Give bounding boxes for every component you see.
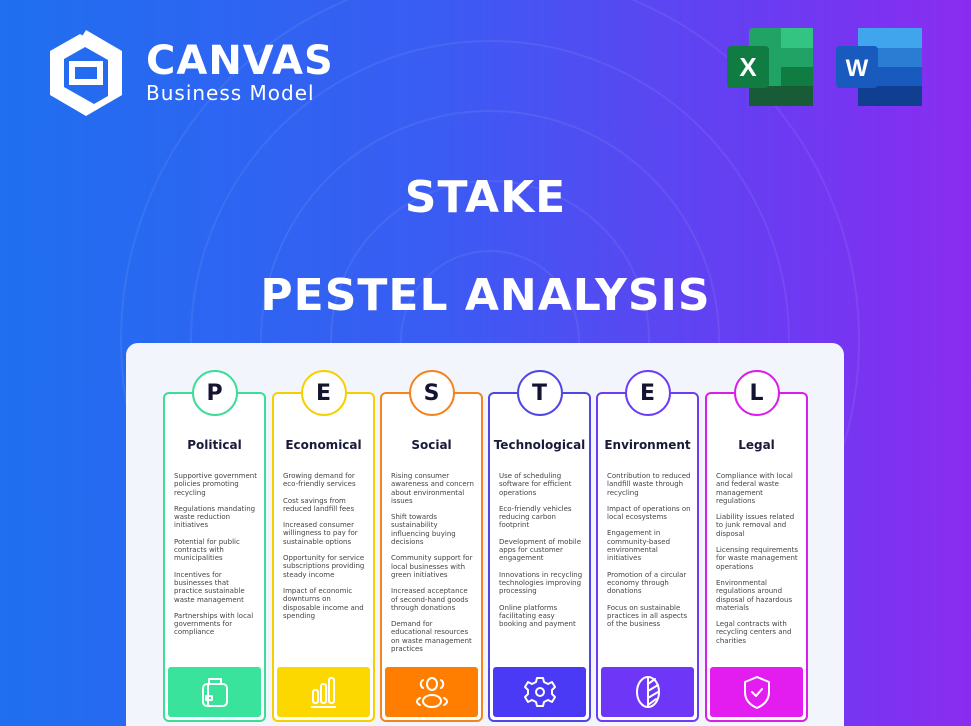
- shield-check-icon: [743, 676, 770, 709]
- briefcase-icon: [201, 678, 228, 707]
- item-list: Compliance with local and federal waste …: [716, 472, 800, 653]
- pestel-column-political: P Political Supportive government policies…: [163, 370, 266, 722]
- column-title: Social: [411, 438, 452, 452]
- list-item: Rising consumer awareness and concern ab…: [391, 472, 474, 505]
- pestel-column-economical: E Economical Growing demand for eco-friend…: [272, 370, 375, 722]
- list-item: Incentives for businesses that practice …: [174, 570, 245, 604]
- item-list: Supportive government policies promoting…: [174, 472, 258, 645]
- brand-name: CANVAS: [146, 38, 334, 84]
- icon-box: [385, 667, 478, 717]
- logo: CANVAS Business Model: [46, 28, 334, 118]
- letter-badge: E: [300, 370, 347, 416]
- list-item: Community support for local businesses w…: [391, 554, 473, 579]
- pestel-column-legal: L Legal Compliance with local and federal …: [705, 370, 808, 722]
- people-icon: [415, 677, 448, 708]
- logo-icon: [50, 30, 122, 116]
- list-item: Growing demand for eco-friendly services: [283, 472, 356, 489]
- letter-badge: T: [516, 370, 563, 416]
- list-item: Environmental regulations around disposa…: [716, 578, 793, 612]
- icon-box: [493, 667, 586, 717]
- list-item: Focus on sustainable practices in all as…: [607, 603, 688, 629]
- list-item: Increased acceptance of second-hand good…: [391, 587, 469, 612]
- gear-icon: [523, 677, 556, 707]
- list-item: Demand for educational resources on wast…: [391, 620, 472, 654]
- bar-chart-icon: [310, 677, 336, 708]
- list-item: Compliance with local and federal waste …: [716, 472, 793, 505]
- letter-badge: L: [733, 370, 780, 416]
- list-item: Partnerships with local governments for …: [174, 611, 254, 637]
- icon-box: [277, 667, 370, 717]
- pestel-column-technological: T Technological Use of scheduling software…: [488, 370, 591, 722]
- list-item: Online platforms facilitating easy booki…: [499, 603, 576, 629]
- pestel-column-environment: E Environment Contribution to reduced land…: [596, 370, 699, 722]
- column-title: Legal: [738, 438, 775, 452]
- letter-badge: S: [408, 370, 455, 416]
- column-title: Technological: [493, 438, 586, 452]
- list-item: Eco-friendly vehicles reducing carbon fo…: [499, 504, 572, 530]
- list-item: Impact of economic downturns on disposab…: [283, 586, 364, 620]
- list-item: Opportunity for service subscriptions pr…: [283, 554, 365, 579]
- icon-box: [710, 667, 803, 717]
- excel-icon[interactable]: X: [727, 28, 813, 106]
- list-item: Potential for public contracts with muni…: [174, 537, 240, 563]
- item-list: Contribution to reduced landfill waste t…: [607, 472, 691, 636]
- icon-box: [601, 667, 694, 717]
- column-title: Environment: [604, 438, 691, 452]
- list-item: Development of mobile apps for customer …: [499, 537, 582, 563]
- list-item: Regulations mandating waste reduction in…: [174, 504, 256, 530]
- word-letter: W: [846, 55, 869, 82]
- leaf-icon: [635, 676, 660, 708]
- pestel-column-social: S Social Rising consumer awareness and con…: [380, 370, 483, 722]
- list-item: Innovations in recycling technologies im…: [499, 570, 583, 596]
- list-item: Increased consumer willingness to pay fo…: [283, 521, 358, 546]
- list-item: Impact of operations on local ecosystems: [607, 504, 691, 522]
- column-title: Economical: [285, 438, 362, 452]
- item-list: Growing demand for eco-friendly services…: [283, 472, 367, 628]
- column-title: Political: [187, 438, 242, 452]
- brand-tagline: Business Model: [146, 81, 315, 105]
- list-item: Use of scheduling software for efficient…: [499, 472, 572, 497]
- page-subtitle: PESTEL ANALYSIS: [260, 270, 711, 321]
- letter-badge: P: [191, 370, 238, 416]
- word-icon[interactable]: W: [836, 28, 922, 106]
- list-item: Legal contracts with recycling centers a…: [716, 620, 792, 645]
- list-item: Liability issues related to junk removal…: [716, 513, 795, 538]
- list-item: Engagement in community-based environmen…: [607, 529, 671, 563]
- list-item: Licensing requirements for waste managem…: [716, 546, 798, 571]
- list-item: Promotion of a circular economy through …: [607, 570, 687, 596]
- excel-letter: X: [739, 52, 757, 82]
- letter-badge: E: [624, 370, 671, 416]
- icon-box: [168, 667, 261, 717]
- item-list: Rising consumer awareness and concern ab…: [391, 472, 475, 661]
- list-item: Contribution to reduced landfill waste t…: [607, 472, 691, 497]
- item-list: Use of scheduling software for efficient…: [499, 472, 583, 636]
- list-item: Supportive government policies promoting…: [174, 472, 257, 497]
- list-item: Cost savings from reduced landfill fees: [283, 496, 355, 513]
- list-item: Shift towards sustainability influencing…: [391, 513, 456, 547]
- page-title: STAKE: [404, 172, 567, 223]
